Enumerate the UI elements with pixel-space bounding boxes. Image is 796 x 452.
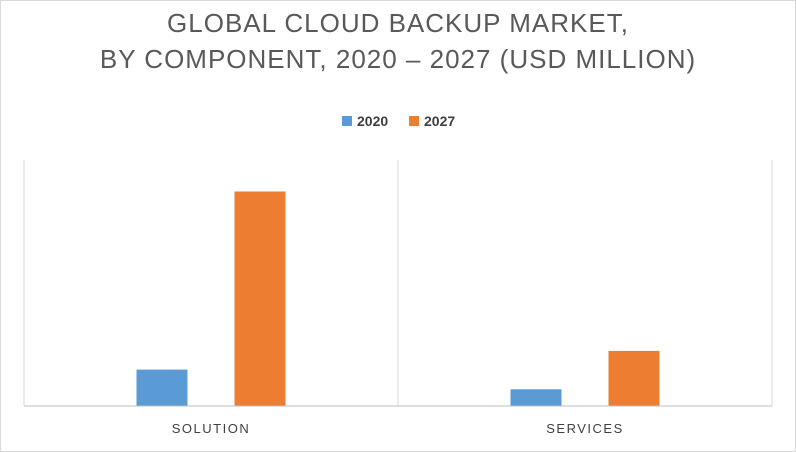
- bar-2027-solution: [234, 191, 286, 406]
- bar-2020-services: [510, 389, 562, 406]
- chart-legend: 2020 2027: [0, 110, 796, 132]
- legend-label-2027: 2027: [424, 113, 456, 129]
- x-tick-label-services: SERVICES: [546, 421, 624, 436]
- bar-2027-services: [608, 350, 660, 406]
- legend-swatch-2027: [409, 116, 419, 126]
- x-tick-label-solution: SOLUTION: [172, 421, 250, 436]
- legend-label-2020: 2020: [357, 113, 389, 129]
- bar-2020-solution: [136, 369, 188, 406]
- legend-swatch-2020: [342, 116, 352, 126]
- chart-title-line-2: BY COMPONENT, 2020 – 2027 (USD MILLION): [99, 44, 697, 74]
- chart-title-line-1: GLOBAL CLOUD BACKUP MARKET,: [167, 8, 629, 38]
